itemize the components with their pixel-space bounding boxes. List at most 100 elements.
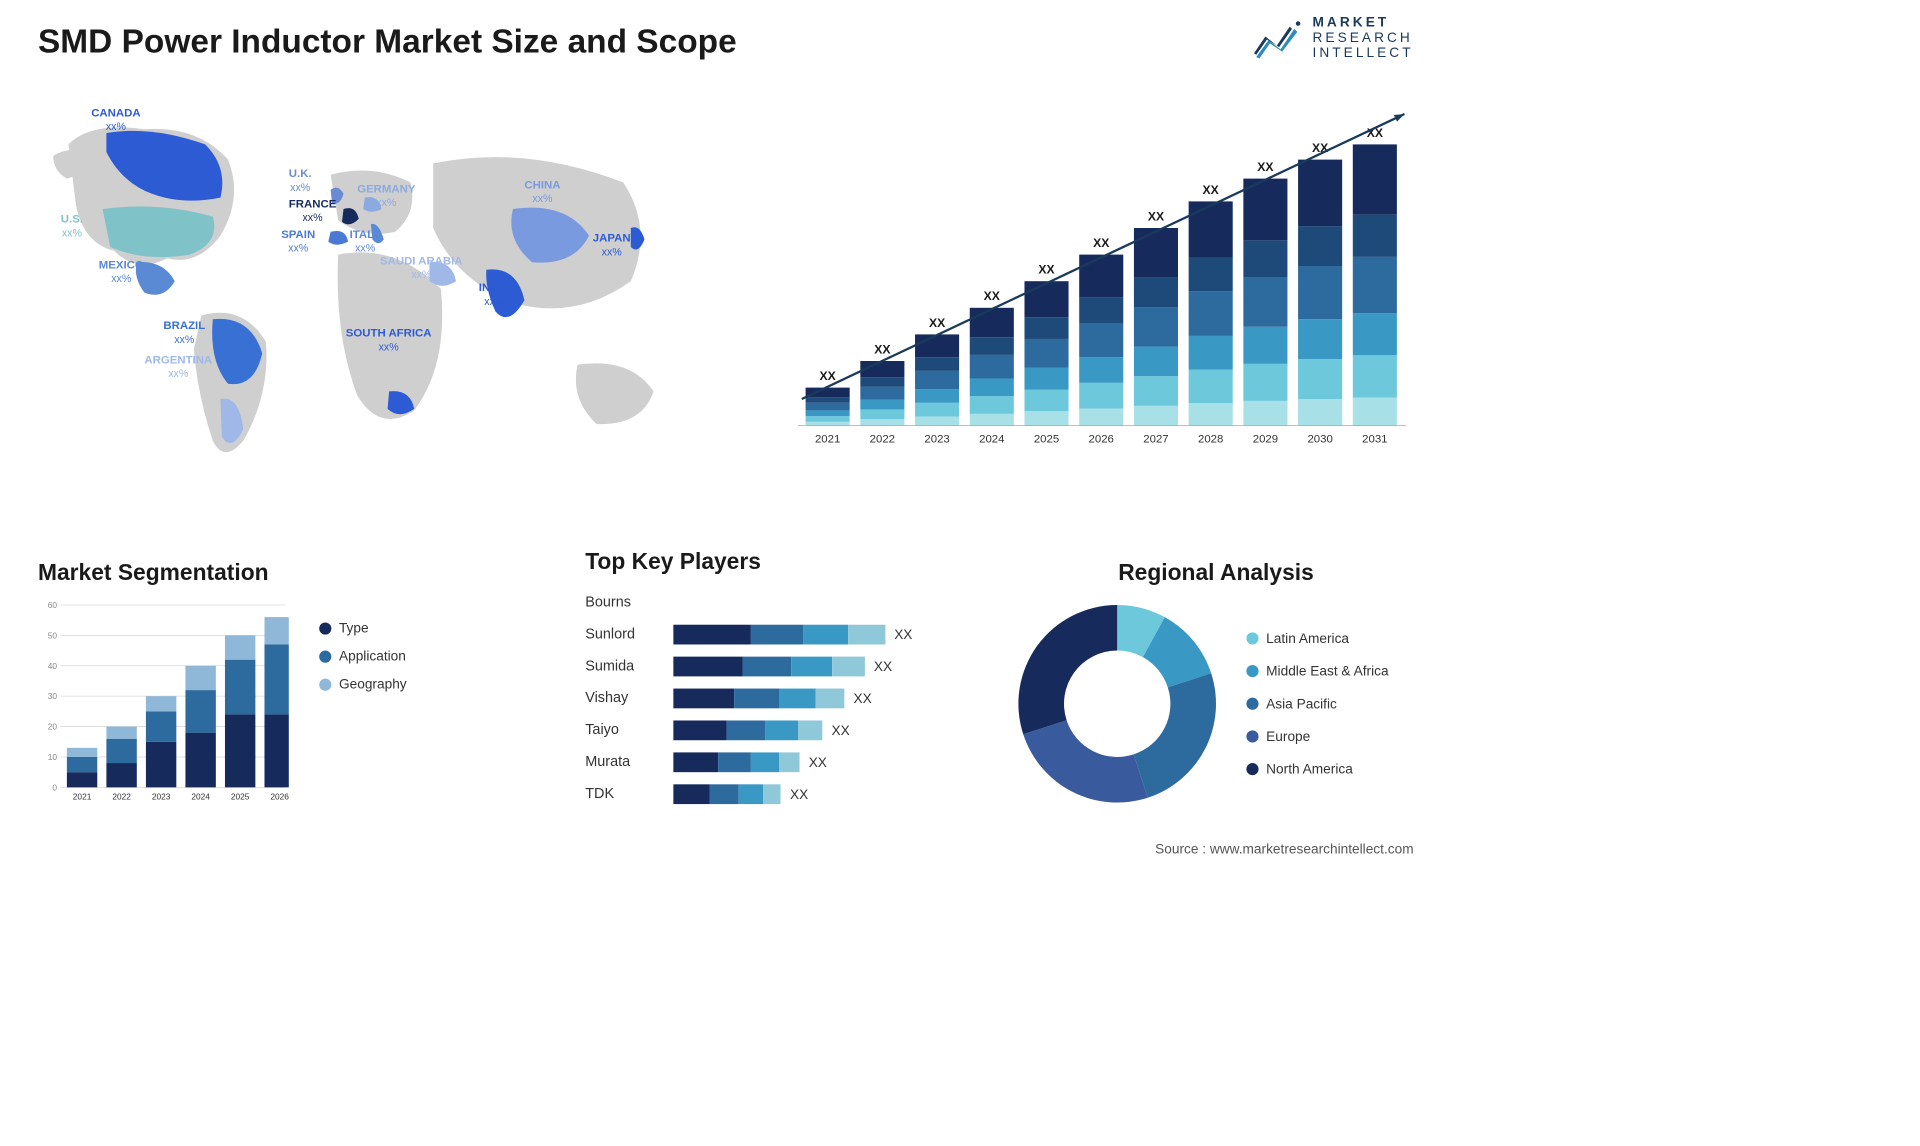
country-label: JAPANxx% (593, 232, 631, 258)
country-label: SOUTH AFRICAxx% (346, 327, 432, 353)
svg-text:2026: 2026 (270, 792, 288, 802)
country-label: FRANCExx% (289, 198, 337, 224)
growth-bar-segment (1024, 411, 1068, 425)
country-label: SAUDI ARABIAxx% (380, 255, 463, 281)
growth-bar-segment (1298, 399, 1342, 426)
svg-text:2021: 2021 (73, 792, 92, 802)
world-map: CANADAxx%U.S.xx%MEXICOxx%BRAZILxx%ARGENT… (30, 91, 714, 486)
segmentation-bar-segment (225, 635, 255, 659)
legend-item: Asia Pacific (1246, 696, 1388, 712)
segmentation-bar-segment (146, 711, 176, 741)
key-player-bar-row: XX (673, 682, 950, 714)
key-player-bar-segment (726, 720, 765, 740)
growth-bar-segment (1353, 397, 1397, 425)
key-player-value: XX (809, 754, 827, 770)
donut-segment (1134, 673, 1216, 797)
growth-bar-label: XX (929, 316, 945, 330)
growth-bar-segment (1298, 226, 1342, 266)
legend-label: Geography (339, 676, 407, 692)
growth-bar-label: XX (874, 342, 890, 356)
svg-text:20: 20 (48, 722, 58, 732)
key-player-name: TDK (585, 778, 661, 810)
growth-bar-segment (1079, 409, 1123, 426)
growth-bar-segment (1298, 359, 1342, 399)
growth-bar-segment (1024, 390, 1068, 412)
growth-bar-segment (1189, 257, 1233, 291)
growth-bar-label: XX (1093, 236, 1109, 250)
growth-bar-segment (915, 334, 959, 357)
segmentation-bar-segment (225, 660, 255, 715)
donut-segment (1023, 720, 1147, 802)
country-label: CANADAxx% (91, 106, 140, 132)
page-title: SMD Power Inductor Market Size and Scope (38, 23, 737, 61)
country-label: CHINAxx% (524, 179, 560, 205)
country-label: INDIAxx% (479, 281, 510, 307)
growth-bar-segment (1079, 297, 1123, 323)
growth-bar-segment (1134, 228, 1178, 277)
svg-text:60: 60 (48, 600, 58, 610)
key-player-bar-segment (710, 784, 738, 804)
growth-bar-label: XX (1038, 263, 1054, 277)
regional-analysis: Regional Analysis Latin AmericaMiddle Ea… (1011, 560, 1421, 810)
key-player-value: XX (894, 627, 912, 643)
growth-bar-segment (970, 414, 1014, 426)
key-player-value: XX (831, 722, 849, 738)
growth-bar-segment (1353, 313, 1397, 355)
growth-bar-segment (1024, 368, 1068, 390)
growth-bar-segment (1298, 319, 1342, 359)
growth-bar-segment (970, 337, 1014, 355)
key-players-title: Top Key Players (585, 549, 950, 575)
key-player-bar-segment (751, 752, 779, 772)
market-segmentation: Market Segmentation 01020304050602021202… (38, 560, 494, 810)
segmentation-bar-segment (185, 666, 215, 690)
growth-bar-segment (1079, 357, 1123, 383)
growth-bar-segment (806, 403, 850, 411)
legend-label: Application (339, 648, 406, 664)
growth-bar-segment (860, 419, 904, 425)
key-player-bar-segment (734, 689, 779, 709)
country-label: U.S.xx% (61, 213, 83, 239)
key-player-bar-segment (673, 784, 710, 804)
key-players: Top Key Players BournsSunlordSumidaVisha… (585, 549, 950, 810)
key-player-bar-segment (765, 720, 798, 740)
legend-swatch-icon (1246, 763, 1258, 775)
key-player-bar-segment (798, 720, 822, 740)
growth-year-label: 2031 (1362, 433, 1387, 445)
growth-bar-segment (1079, 255, 1123, 298)
key-player-bar-row: XX (673, 651, 950, 683)
segmentation-title: Market Segmentation (38, 560, 494, 586)
growth-year-label: 2029 (1253, 433, 1278, 445)
legend-swatch-icon (319, 678, 331, 690)
growth-year-label: 2027 (1143, 433, 1168, 445)
source-attribution: Source : www.marketresearchintellect.com (1155, 841, 1413, 857)
legend-item: Application (319, 648, 406, 664)
country-label: ARGENTINAxx% (144, 353, 212, 379)
svg-text:0: 0 (52, 782, 57, 792)
segmentation-bar-segment (185, 733, 215, 788)
growth-bar-segment (1298, 266, 1342, 319)
svg-text:40: 40 (48, 661, 58, 671)
growth-bar-segment (1189, 201, 1233, 257)
key-player-bar-segment (673, 720, 726, 740)
growth-bar-segment (1353, 257, 1397, 313)
segmentation-bar-segment (225, 714, 255, 787)
growth-bar-segment (1189, 291, 1233, 336)
growth-bar-segment (1243, 364, 1287, 401)
segmentation-bar-segment (67, 772, 97, 787)
legend-item: Europe (1246, 728, 1388, 744)
growth-bar-segment (1353, 215, 1397, 257)
key-player-bar-segment (804, 625, 849, 645)
key-player-name: Taiyo (585, 714, 661, 746)
growth-bar-segment (860, 400, 904, 410)
trend-arrowhead-icon (1394, 114, 1405, 122)
legend-item: Latin America (1246, 630, 1388, 646)
growth-bar-segment (806, 388, 850, 398)
growth-bar-segment (806, 422, 850, 426)
growth-bar-segment (806, 410, 850, 416)
key-player-bar-segment (743, 657, 792, 677)
growth-bar-segment (806, 416, 850, 422)
growth-year-label: 2026 (1089, 433, 1114, 445)
legend-swatch-icon (1246, 698, 1258, 710)
legend-item: North America (1246, 761, 1388, 777)
growth-bar-label: XX (1257, 160, 1273, 174)
